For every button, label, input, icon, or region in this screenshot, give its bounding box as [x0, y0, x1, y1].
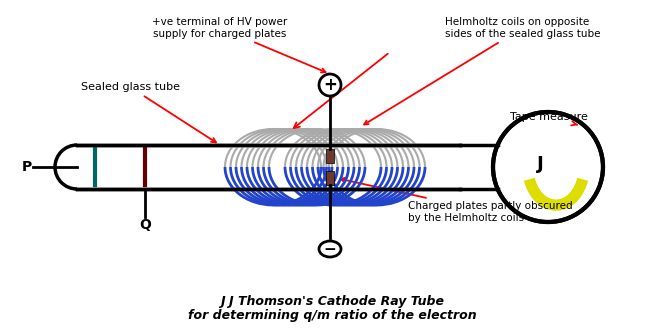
Text: Tape measure: Tape measure [510, 112, 588, 125]
Text: R: R [313, 194, 323, 208]
Bar [326, 171, 334, 185]
Text: Sealed glass tube: Sealed glass tube [80, 82, 216, 142]
Text: Q: Q [139, 218, 151, 232]
Text: +: + [323, 76, 337, 94]
Text: +ve terminal of HV power
supply for charged plates: +ve terminal of HV power supply for char… [152, 17, 325, 72]
Bar [326, 149, 334, 163]
Text: for determining q/m ratio of the electron: for determining q/m ratio of the electro… [188, 309, 476, 322]
Text: −: − [323, 241, 337, 257]
Ellipse shape [319, 241, 341, 257]
Text: J J Thomson's Cathode Ray Tube: J J Thomson's Cathode Ray Tube [220, 295, 444, 308]
Text: Charged plates partly obscured
by the Helmholtz coils: Charged plates partly obscured by the He… [341, 178, 572, 223]
Circle shape [493, 112, 603, 222]
Text: P: P [22, 160, 32, 174]
Circle shape [319, 74, 341, 96]
Text: Helmholtz coils on opposite
sides of the sealed glass tube: Helmholtz coils on opposite sides of the… [364, 17, 600, 124]
Text: J: J [537, 155, 543, 173]
